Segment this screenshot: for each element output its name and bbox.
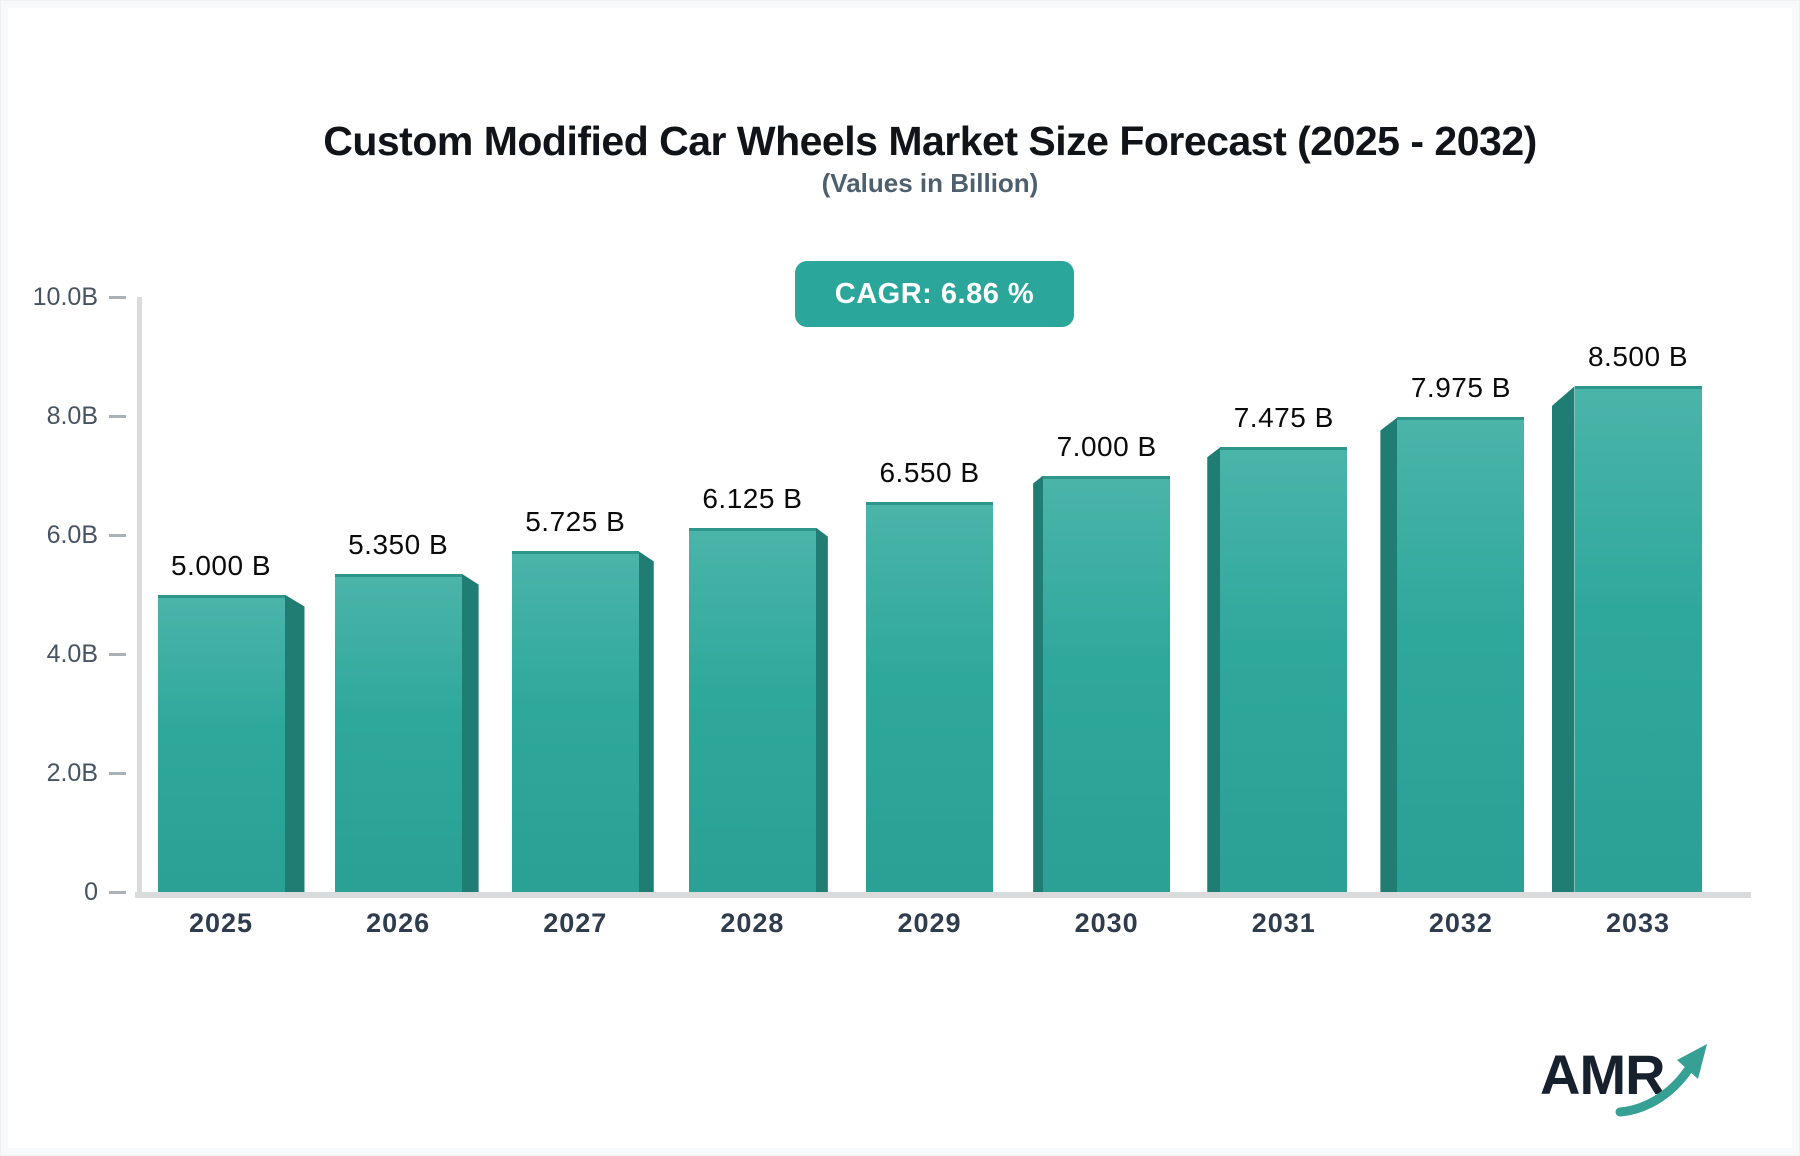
- bar-3d-side: [1380, 417, 1398, 892]
- x-axis-category-label: 2033: [1605, 908, 1671, 938]
- y-axis-tick: [109, 296, 126, 299]
- bar-value-label: 8.500 B: [1587, 341, 1689, 373]
- bar-3d-side: [284, 594, 305, 892]
- bar: [511, 551, 639, 892]
- chart-title: Custom Modified Car Wheels Market Size F…: [323, 118, 1537, 164]
- growth-arrow-icon: [1615, 1044, 1707, 1117]
- x-axis-category-label: 2032: [1428, 908, 1493, 938]
- y-axis-tick: [109, 772, 126, 775]
- bar: [1220, 447, 1348, 892]
- chart-subtitle: (Values in Billion): [821, 168, 1039, 198]
- x-axis-category-label: 2029: [897, 908, 962, 938]
- x-axis-category-label: 2026: [366, 908, 431, 938]
- x-axis-line: [135, 892, 1751, 898]
- y-axis-tick: [109, 534, 126, 537]
- bar-value-label: 6.125 B: [702, 482, 803, 514]
- y-axis-tick-label: 2.0B: [46, 759, 98, 787]
- bar: [157, 594, 285, 892]
- y-axis-tick-label: 10.0B: [32, 283, 98, 311]
- bar-3d-side: [638, 551, 654, 892]
- x-axis-category-label: 2027: [543, 908, 608, 938]
- y-axis-tick-label: 8.0B: [46, 402, 98, 430]
- x-axis-category-label: 2031: [1251, 908, 1316, 938]
- bar-3d-side: [1551, 386, 1575, 892]
- bar: [1574, 386, 1702, 892]
- bar: [1397, 417, 1525, 892]
- bar: [1043, 475, 1171, 892]
- cagr-badge-label: CAGR: 6.86 %: [834, 277, 1035, 310]
- amr-logo: AMR: [1540, 1042, 1740, 1132]
- bar-value-label: 7.975 B: [1410, 372, 1511, 404]
- bar-3d-side: [461, 573, 479, 892]
- y-axis-tick: [109, 891, 126, 894]
- y-axis-line: [137, 297, 142, 898]
- y-axis-tick-label: 6.0B: [46, 521, 98, 549]
- bar-value-label: 6.550 B: [879, 457, 980, 489]
- amr-logo-text: AMR: [1540, 1043, 1666, 1106]
- bar-value-label: 5.350 B: [348, 528, 449, 560]
- plot-area: 0 2.0B 4.0B 6.0B 8.0B 10.0B 5.000 B 2025 5.350 B…: [8, 8, 1792, 1148]
- bar-value-label: 7.475 B: [1233, 402, 1334, 434]
- bar-value-label: 5.725 B: [525, 506, 626, 538]
- x-axis-category-label: 2028: [720, 908, 785, 938]
- bar: [688, 527, 816, 892]
- bar-3d-side: [1207, 447, 1221, 892]
- x-axis-category-label: 2030: [1074, 908, 1139, 938]
- bar-3d-side: [815, 527, 828, 892]
- y-axis-tick-label: 4.0B: [46, 640, 98, 668]
- bar-value-label: 7.000 B: [1056, 430, 1157, 462]
- cagr-badge: CAGR: 6.86 %: [795, 261, 1074, 327]
- x-axis-category-label: 2025: [188, 908, 254, 938]
- y-axis-tick: [109, 415, 126, 418]
- bar: [866, 502, 993, 892]
- bar: [334, 573, 462, 892]
- bar-value-label: 5.000 B: [170, 549, 272, 581]
- y-axis-tick-label: 0: [84, 878, 98, 906]
- bar-3d-side: [1033, 475, 1044, 892]
- y-axis-tick: [109, 653, 126, 656]
